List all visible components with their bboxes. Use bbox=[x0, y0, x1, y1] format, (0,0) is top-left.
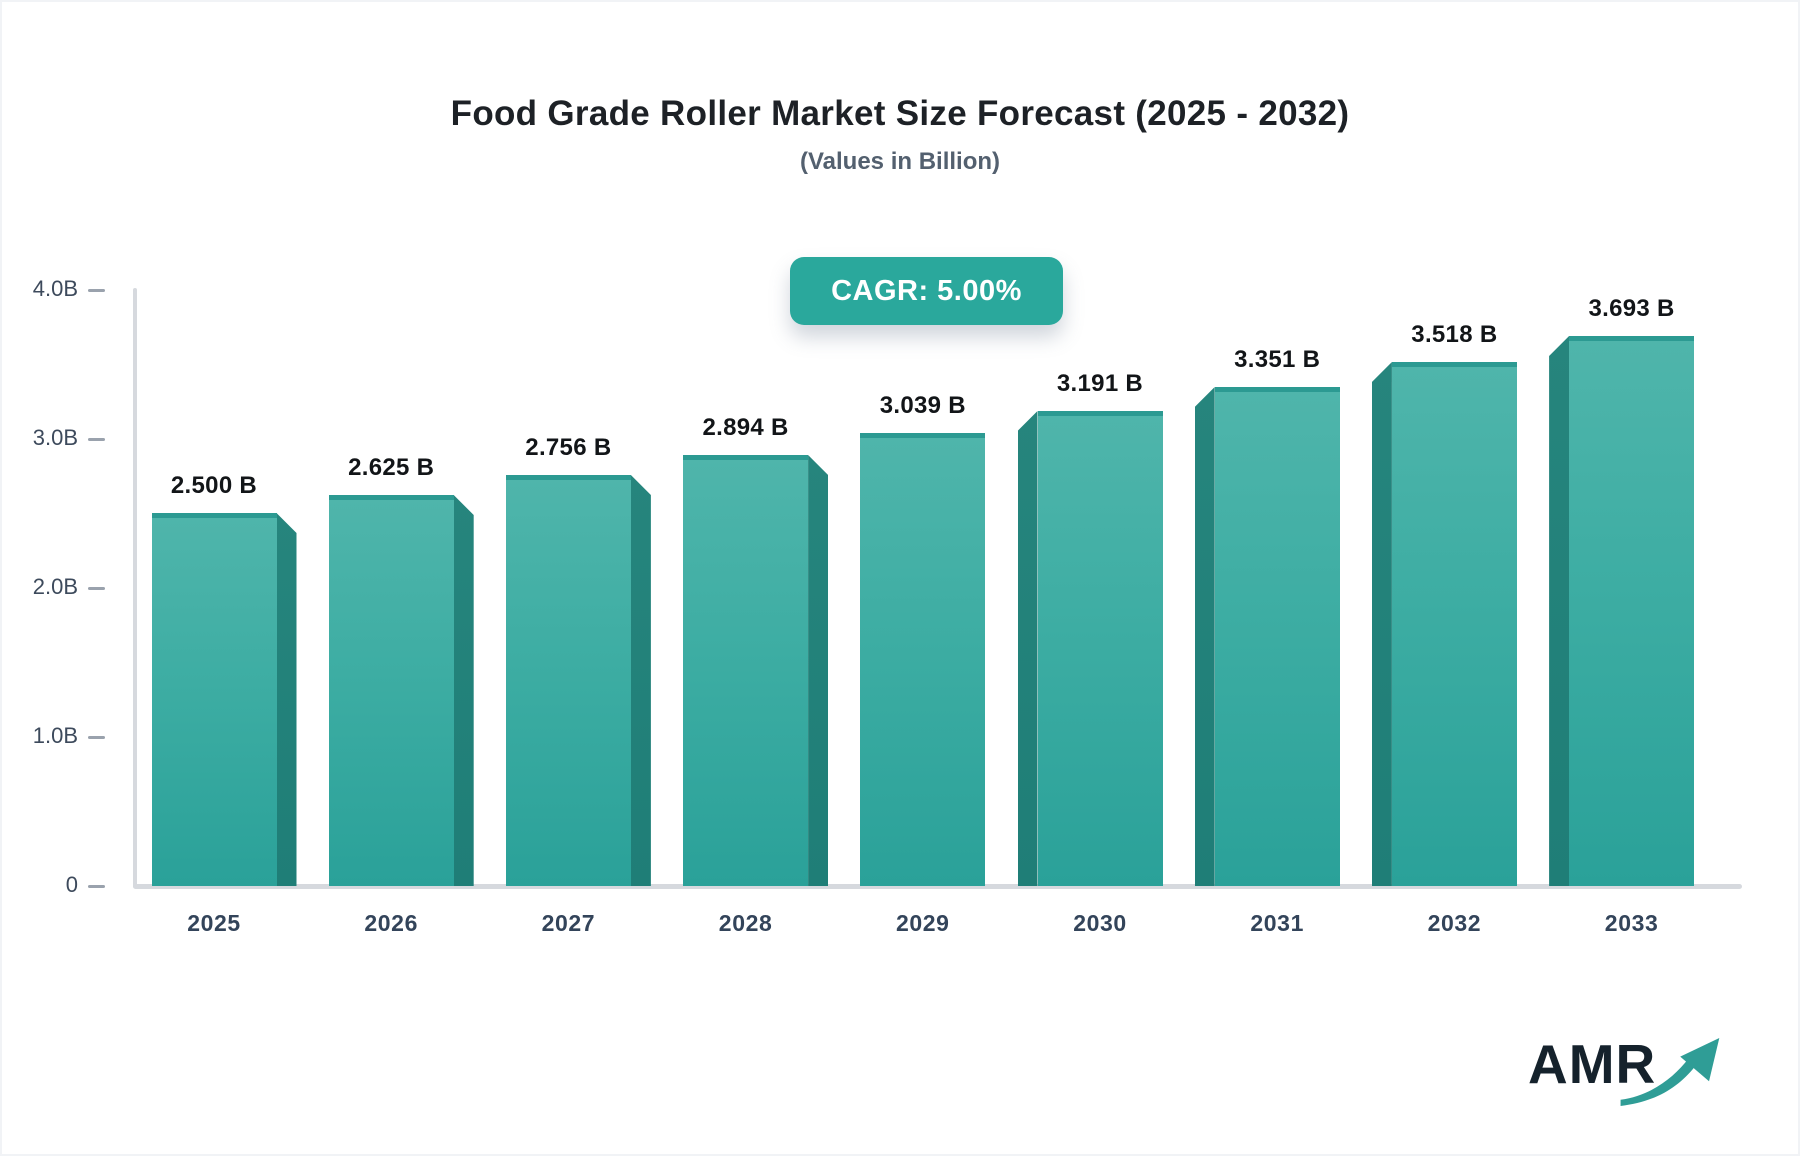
bar-side-2032 bbox=[1371, 362, 1392, 886]
chart-subtitle: (Values in Billion) bbox=[799, 148, 1001, 175]
bar-value-label: 3.351 B bbox=[1234, 346, 1321, 373]
y-axis-label: 1.0B bbox=[32, 723, 78, 748]
bar-2033 bbox=[1569, 336, 1695, 886]
bar-side-2033 bbox=[1549, 336, 1570, 886]
x-axis-label: 2031 bbox=[1250, 910, 1304, 936]
bar-side-2026 bbox=[453, 495, 474, 886]
bar-value-label: 3.191 B bbox=[1056, 370, 1144, 397]
y-axis-tick bbox=[88, 587, 105, 590]
bar-side-2030 bbox=[1017, 411, 1038, 886]
bar-2025 bbox=[151, 513, 277, 886]
bar-value-label: 2.894 B bbox=[702, 414, 789, 441]
bar-value-label: 2.625 B bbox=[348, 454, 435, 481]
x-axis-label: 2027 bbox=[541, 910, 596, 936]
bar-2031 bbox=[1214, 387, 1340, 886]
bar-2028 bbox=[683, 455, 809, 886]
y-axis-label: 3.0B bbox=[32, 425, 78, 450]
bar-side-2031 bbox=[1194, 387, 1215, 886]
x-axis-label: 2033 bbox=[1604, 910, 1659, 936]
bar-value-label: 2.500 B bbox=[170, 472, 258, 499]
x-axis-label: 2030 bbox=[1073, 910, 1127, 936]
amr-logo-text: AMR bbox=[1528, 1033, 1657, 1095]
x-axis-label: 2025 bbox=[187, 910, 241, 936]
bar-2029 bbox=[860, 433, 986, 886]
bar-2027 bbox=[505, 475, 631, 886]
bar-side-2028 bbox=[808, 455, 829, 886]
x-axis-label: 2032 bbox=[1427, 910, 1482, 936]
y-axis-label: 2.0B bbox=[32, 574, 78, 599]
bar-2032 bbox=[1391, 362, 1517, 886]
amr-logo: AMR bbox=[1528, 1032, 1720, 1112]
bar-side-2027 bbox=[630, 475, 651, 886]
x-axis-label: 2029 bbox=[896, 910, 950, 936]
growth-arrow-icon bbox=[1620, 1038, 1720, 1106]
y-axis-line bbox=[133, 288, 137, 888]
bar-2026 bbox=[328, 495, 454, 886]
y-axis-tick bbox=[88, 438, 105, 441]
y-axis-tick bbox=[88, 736, 105, 739]
bar-value-label: 3.693 B bbox=[1588, 295, 1675, 322]
x-axis-label: 2026 bbox=[364, 910, 418, 936]
y-axis-label: 0 bbox=[65, 872, 78, 897]
y-axis-tick bbox=[88, 885, 105, 888]
x-axis-label: 2028 bbox=[718, 910, 773, 936]
cagr-badge: CAGR: 5.00% bbox=[790, 257, 1063, 325]
bar-2030 bbox=[1037, 411, 1163, 886]
bar-value-label: 2.756 B bbox=[525, 434, 612, 461]
bar-value-label: 3.039 B bbox=[879, 392, 966, 419]
bar-side-2025 bbox=[276, 513, 297, 886]
y-axis-label: 4.0B bbox=[32, 276, 78, 301]
bar-value-label: 3.518 B bbox=[1411, 321, 1498, 348]
y-axis-tick bbox=[88, 289, 105, 292]
chart-title: Food Grade Roller Market Size Forecast (… bbox=[450, 94, 1350, 133]
x-axis-line bbox=[133, 884, 1742, 889]
